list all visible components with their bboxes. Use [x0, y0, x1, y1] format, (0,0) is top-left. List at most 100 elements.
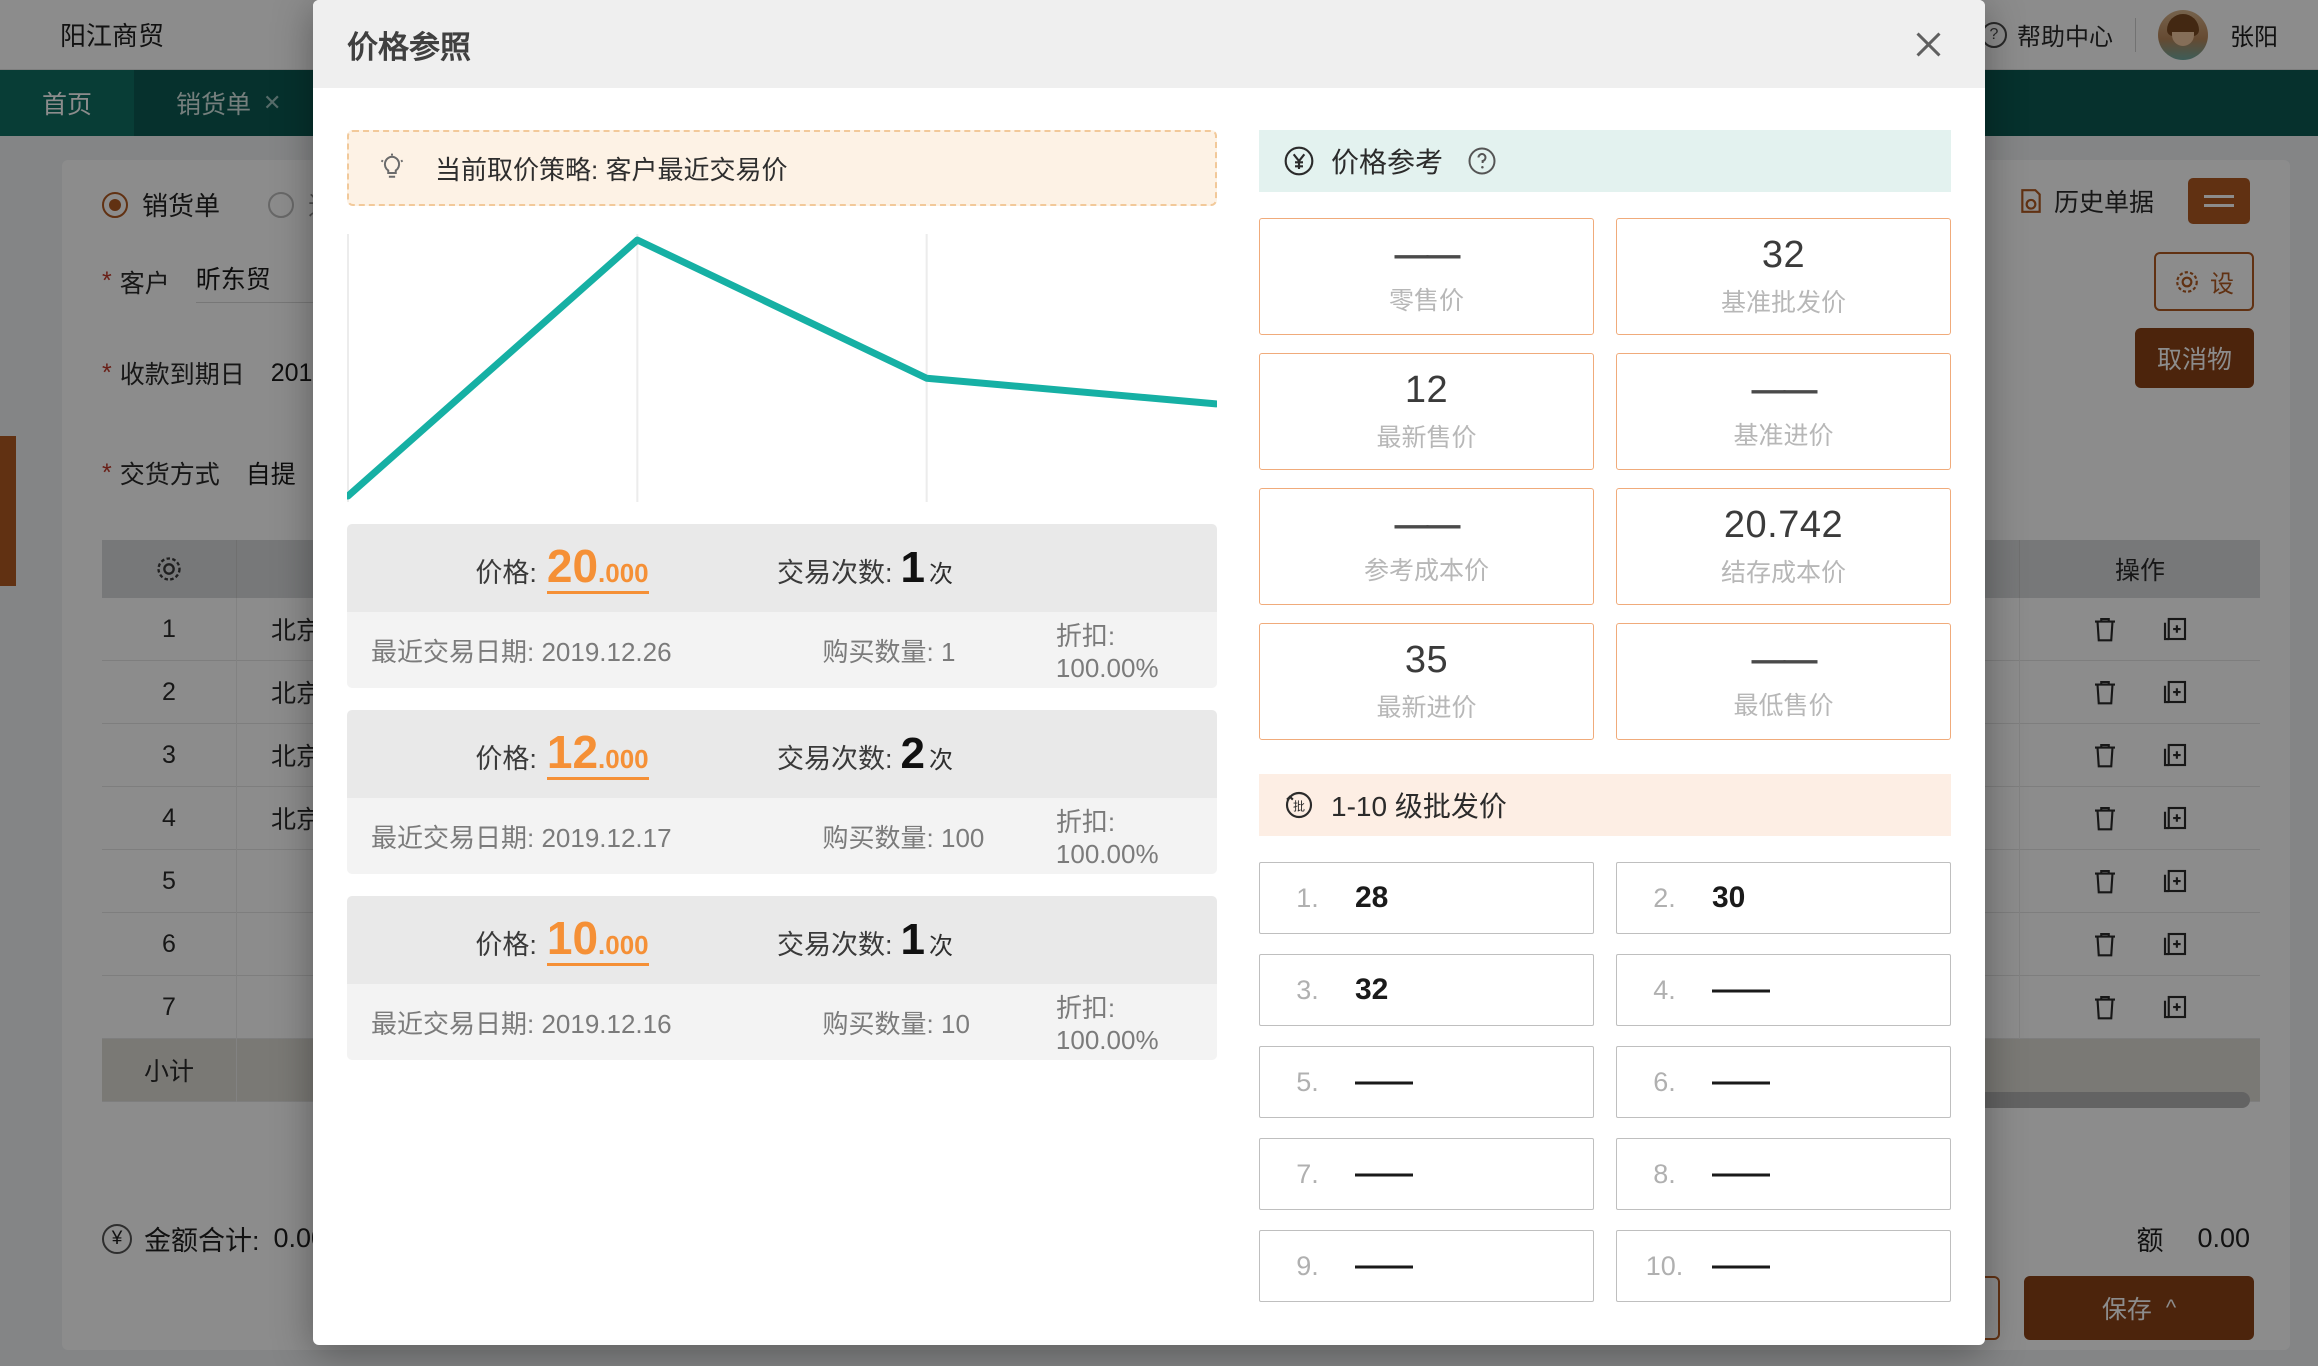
- trash-icon[interactable]: [2090, 740, 2120, 770]
- price-reference-value: 12: [1404, 369, 1449, 411]
- duplicate-icon[interactable]: [2160, 866, 2190, 896]
- wholesale-level-cell[interactable]: 4. ——: [1616, 954, 1951, 1026]
- document-search-icon: [2021, 189, 2041, 213]
- duplicate-icon[interactable]: [2160, 992, 2190, 1022]
- cell-batch[interactable]: [1790, 975, 2020, 1039]
- wholesale-level-cell[interactable]: 10. ——: [1616, 1230, 1951, 1302]
- wholesale-level-cell[interactable]: 2. 30: [1616, 862, 1951, 934]
- cell-batch[interactable]: [1790, 660, 2020, 724]
- price-reference-value: ——: [1751, 371, 1818, 409]
- question-circle-icon[interactable]: [1467, 146, 1497, 176]
- cell-actions: [2020, 976, 2260, 1039]
- trash-icon[interactable]: [2090, 677, 2120, 707]
- transaction-qty: 购买数量: 100: [822, 822, 985, 853]
- transaction-price: 价格: 12.000: [347, 728, 777, 780]
- tab-home[interactable]: 首页: [0, 70, 135, 136]
- trash-icon[interactable]: [2090, 803, 2120, 833]
- transaction-date: 最近交易日期: 2019.12.17: [371, 822, 672, 853]
- trash-icon[interactable]: [2090, 866, 2120, 896]
- close-icon[interactable]: [1905, 21, 1951, 67]
- price-reference-value: 32: [1761, 234, 1806, 276]
- radio-sales-order[interactable]: 销货单: [102, 186, 220, 223]
- cell-actions: [2020, 787, 2260, 850]
- field-delivery-value[interactable]: 自提: [245, 461, 296, 489]
- user-name: 张阳: [2230, 24, 2278, 51]
- transaction-card-top: 价格: 12.000 交易次数: 2 次: [347, 710, 1217, 798]
- wholesale-section: 批 1-10 级批发价 1. 28 2. 30 3. 32 4. —— 5. —— 6. —— 7. ——…: [1259, 774, 1951, 1302]
- transaction-price-decimals: .000: [598, 744, 649, 775]
- cell-actions: [2020, 598, 2260, 661]
- price-reference-cell: —— 参考成本价: [1259, 488, 1594, 605]
- wholesale-level-cell[interactable]: 9. ——: [1259, 1230, 1594, 1302]
- wholesale-level-value: 30: [1712, 881, 1746, 914]
- duplicate-icon[interactable]: [2160, 929, 2190, 959]
- duplicate-icon[interactable]: [2160, 803, 2190, 833]
- cell-actions: [2020, 724, 2260, 787]
- settings-button[interactable]: 设: [2154, 252, 2254, 311]
- cell-batch[interactable]: [1790, 723, 2020, 787]
- trash-icon[interactable]: [2090, 992, 2120, 1022]
- price-reference-name: 最新售价: [1376, 424, 1477, 452]
- wholesale-level-cell[interactable]: 8. ——: [1616, 1138, 1951, 1210]
- wholesale-level-value: ——: [1712, 973, 1770, 1006]
- price-reference-section-header: 价格参考: [1259, 130, 1951, 192]
- cell-batch[interactable]: [1790, 849, 2020, 913]
- transaction-card[interactable]: 价格: 20.000 交易次数: 1 次最近交易日期: 2019.12.26 购买数量: …: [347, 524, 1217, 688]
- menu-icon[interactable]: [2188, 178, 2250, 224]
- tab-home-label: 首页: [42, 91, 93, 119]
- wholesale-level-index: 8.: [1653, 1158, 1676, 1189]
- wholesale-level-index: 10.: [1645, 1250, 1684, 1281]
- transaction-price-value: 10.000: [546, 912, 649, 966]
- transaction-card[interactable]: 价格: 12.000 交易次数: 2 次最近交易日期: 2019.12.17 购买数量: …: [347, 710, 1217, 874]
- wholesale-level-cell[interactable]: 6. ——: [1616, 1046, 1951, 1118]
- cell-batch[interactable]: [1790, 597, 2020, 661]
- transaction-count-value: 1: [900, 915, 925, 964]
- cell-batch[interactable]: [1790, 786, 2020, 850]
- save-button[interactable]: 保存 ^: [2024, 1276, 2254, 1340]
- transaction-count-unit: 次: [929, 747, 953, 774]
- trash-icon[interactable]: [2090, 929, 2120, 959]
- transaction-count: 交易次数: 2 次: [777, 729, 953, 779]
- price-reference-value: ——: [1394, 506, 1461, 544]
- transaction-card[interactable]: 价格: 10.000 交易次数: 1 次最近交易日期: 2019.12.16 购买数量: …: [347, 896, 1217, 1060]
- column-actions: 操作: [2020, 540, 2260, 598]
- avatar[interactable]: [2158, 9, 2208, 60]
- price-reference-name: 基准批发价: [1720, 289, 1846, 317]
- transaction-card-bottom: 最近交易日期: 2019.12.16 购买数量: 10 折扣: 100.00%: [347, 984, 1217, 1060]
- transaction-price-value: 20.000: [546, 540, 649, 594]
- wholesale-level-value: 32: [1355, 973, 1389, 1006]
- toolbar-history[interactable]: 历史单据: [2018, 183, 2154, 219]
- wholesale-level-cell[interactable]: 7. ——: [1259, 1138, 1594, 1210]
- transaction-card-bottom: 最近交易日期: 2019.12.26 购买数量: 1 折扣: 100.00%: [347, 612, 1217, 688]
- close-icon[interactable]: ✕: [263, 90, 282, 115]
- subtotal-label: 小计: [102, 1038, 237, 1102]
- wholesale-level-cell[interactable]: 5. ——: [1259, 1046, 1594, 1118]
- wholesale-level-cell[interactable]: 1. 28: [1259, 862, 1594, 934]
- gear-icon: [157, 557, 181, 581]
- price-reference-name: 零售价: [1388, 287, 1464, 315]
- transaction-list: 价格: 20.000 交易次数: 1 次 最近交易日期: 2019.12.26 购买数量: …: [347, 524, 1217, 1060]
- field-customer: * 客户 昕东贸: [102, 260, 526, 303]
- help-center-button[interactable]: ? 帮助中心: [1981, 17, 2113, 52]
- cell-batch[interactable]: [1790, 912, 2020, 976]
- transaction-count: 交易次数: 1 次: [777, 915, 953, 965]
- transaction-count-unit: 次: [929, 933, 953, 960]
- price-reference-value: 35: [1404, 639, 1449, 681]
- duplicate-icon[interactable]: [2160, 740, 2190, 770]
- transaction-qty: 购买数量: 10: [822, 1008, 970, 1039]
- yen-circle-icon: ¥: [102, 1223, 132, 1254]
- trash-icon[interactable]: [2090, 614, 2120, 644]
- price-reference-cell: —— 最低售价: [1616, 623, 1951, 740]
- tab-sales-order[interactable]: 销货单 ✕: [134, 70, 323, 136]
- cell-index: 4: [102, 786, 237, 850]
- duplicate-icon[interactable]: [2160, 614, 2190, 644]
- transaction-price-label: 价格:: [475, 744, 537, 775]
- wholesale-level-cell[interactable]: 3. 32: [1259, 954, 1594, 1026]
- cancel-button[interactable]: 取消物: [2134, 328, 2254, 388]
- cancel-button-label[interactable]: 取消物: [2134, 328, 2254, 388]
- pricing-strategy-banner: 当前取价策略: 客户最近交易价: [347, 130, 1217, 206]
- cell-index: 2: [102, 660, 237, 724]
- transaction-card-top: 价格: 10.000 交易次数: 1 次: [347, 896, 1217, 984]
- duplicate-icon[interactable]: [2160, 677, 2190, 707]
- column-settings-cell[interactable]: [102, 540, 237, 598]
